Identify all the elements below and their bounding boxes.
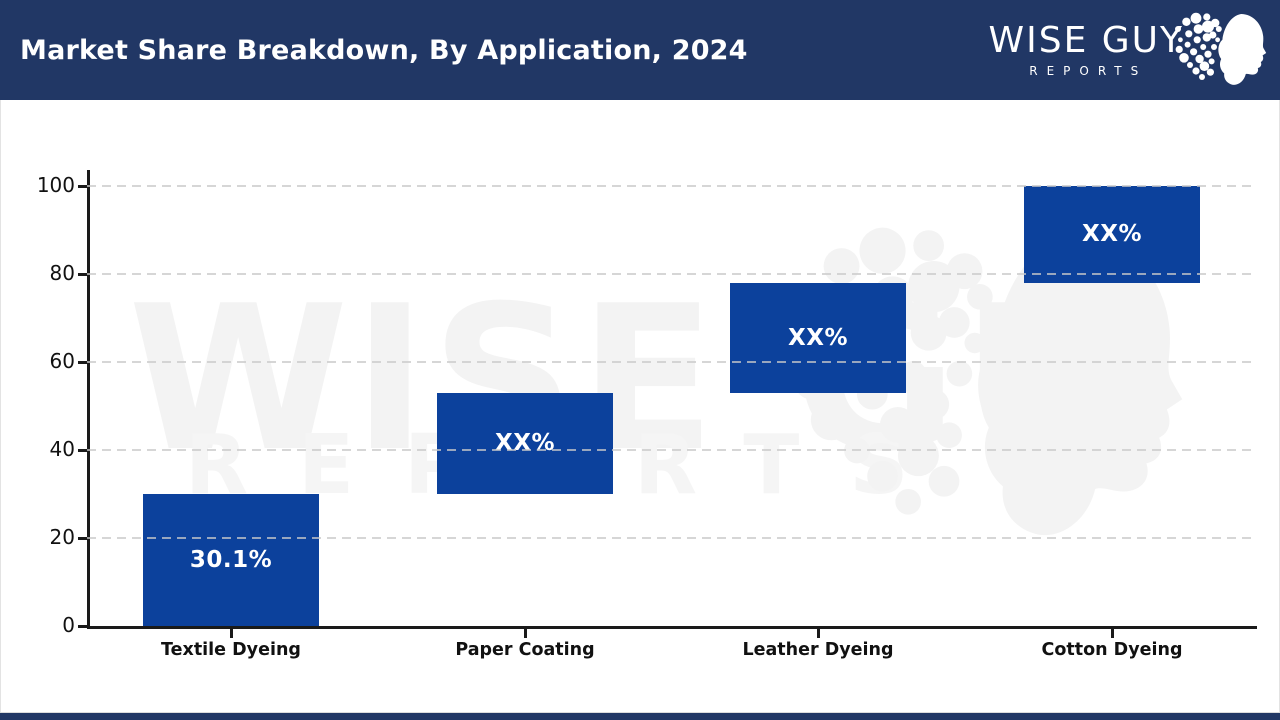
y-tick-label: 80 xyxy=(49,261,75,285)
gridline xyxy=(87,449,1257,451)
page-title: Market Share Breakdown, By Application, … xyxy=(20,34,748,66)
chart-area: 0 20 40 60 80 100 30.1% Textile Dyeing XX% Paper … xyxy=(0,100,1280,712)
x-tick-mark xyxy=(817,629,820,638)
y-tick-label: 40 xyxy=(49,437,75,461)
y-tick-mark xyxy=(78,185,87,188)
y-tick-mark xyxy=(78,361,87,364)
dotted-face-icon xyxy=(1175,12,1267,85)
y-tick-label: 0 xyxy=(62,613,75,637)
y-tick-mark xyxy=(78,625,87,628)
brand-subtitle: REPORTS xyxy=(1029,63,1148,78)
y-tick-mark xyxy=(78,449,87,452)
x-tick-mark xyxy=(1111,629,1114,638)
bar-value-label: XX% xyxy=(787,324,848,351)
footer-divider xyxy=(0,712,1280,713)
gridline xyxy=(87,273,1257,275)
gridline xyxy=(87,185,1257,187)
bar-leather-dyeing: XX% xyxy=(730,282,906,393)
gridline xyxy=(87,537,1257,539)
brand-logo-text: WISE GUY REPORTS xyxy=(988,19,1185,78)
x-tick-mark xyxy=(524,629,527,638)
category-label: Leather Dyeing xyxy=(742,640,894,660)
y-tick-label: 20 xyxy=(49,525,75,549)
bar-cotton-dyeing: XX% xyxy=(1024,186,1200,283)
brand-name: WISE GUY xyxy=(988,19,1184,61)
gridline xyxy=(87,361,1257,363)
category-label: Textile Dyeing xyxy=(161,640,301,660)
header-bar: Market Share Breakdown, By Application, … xyxy=(0,0,1280,100)
bar-value-label: XX% xyxy=(494,430,555,457)
y-tick-mark xyxy=(78,537,87,540)
category-label: Cotton Dyeing xyxy=(1041,640,1183,660)
bar-value-label: XX% xyxy=(1081,221,1142,248)
y-axis xyxy=(87,170,90,629)
y-tick-label: 100 xyxy=(36,173,75,197)
bar-textile-dyeing: 30.1% xyxy=(143,493,319,626)
bar-paper-coating: XX% xyxy=(437,392,613,494)
y-tick-label: 60 xyxy=(49,349,75,373)
category-label: Paper Coating xyxy=(455,640,595,660)
bar-value-label: 30.1% xyxy=(189,546,273,573)
y-tick-mark xyxy=(78,273,87,276)
brand-logo: WISE GUY REPORTS xyxy=(989,0,1269,100)
x-tick-mark xyxy=(230,629,233,638)
footer-bar xyxy=(0,713,1280,720)
x-axis xyxy=(87,626,1257,629)
